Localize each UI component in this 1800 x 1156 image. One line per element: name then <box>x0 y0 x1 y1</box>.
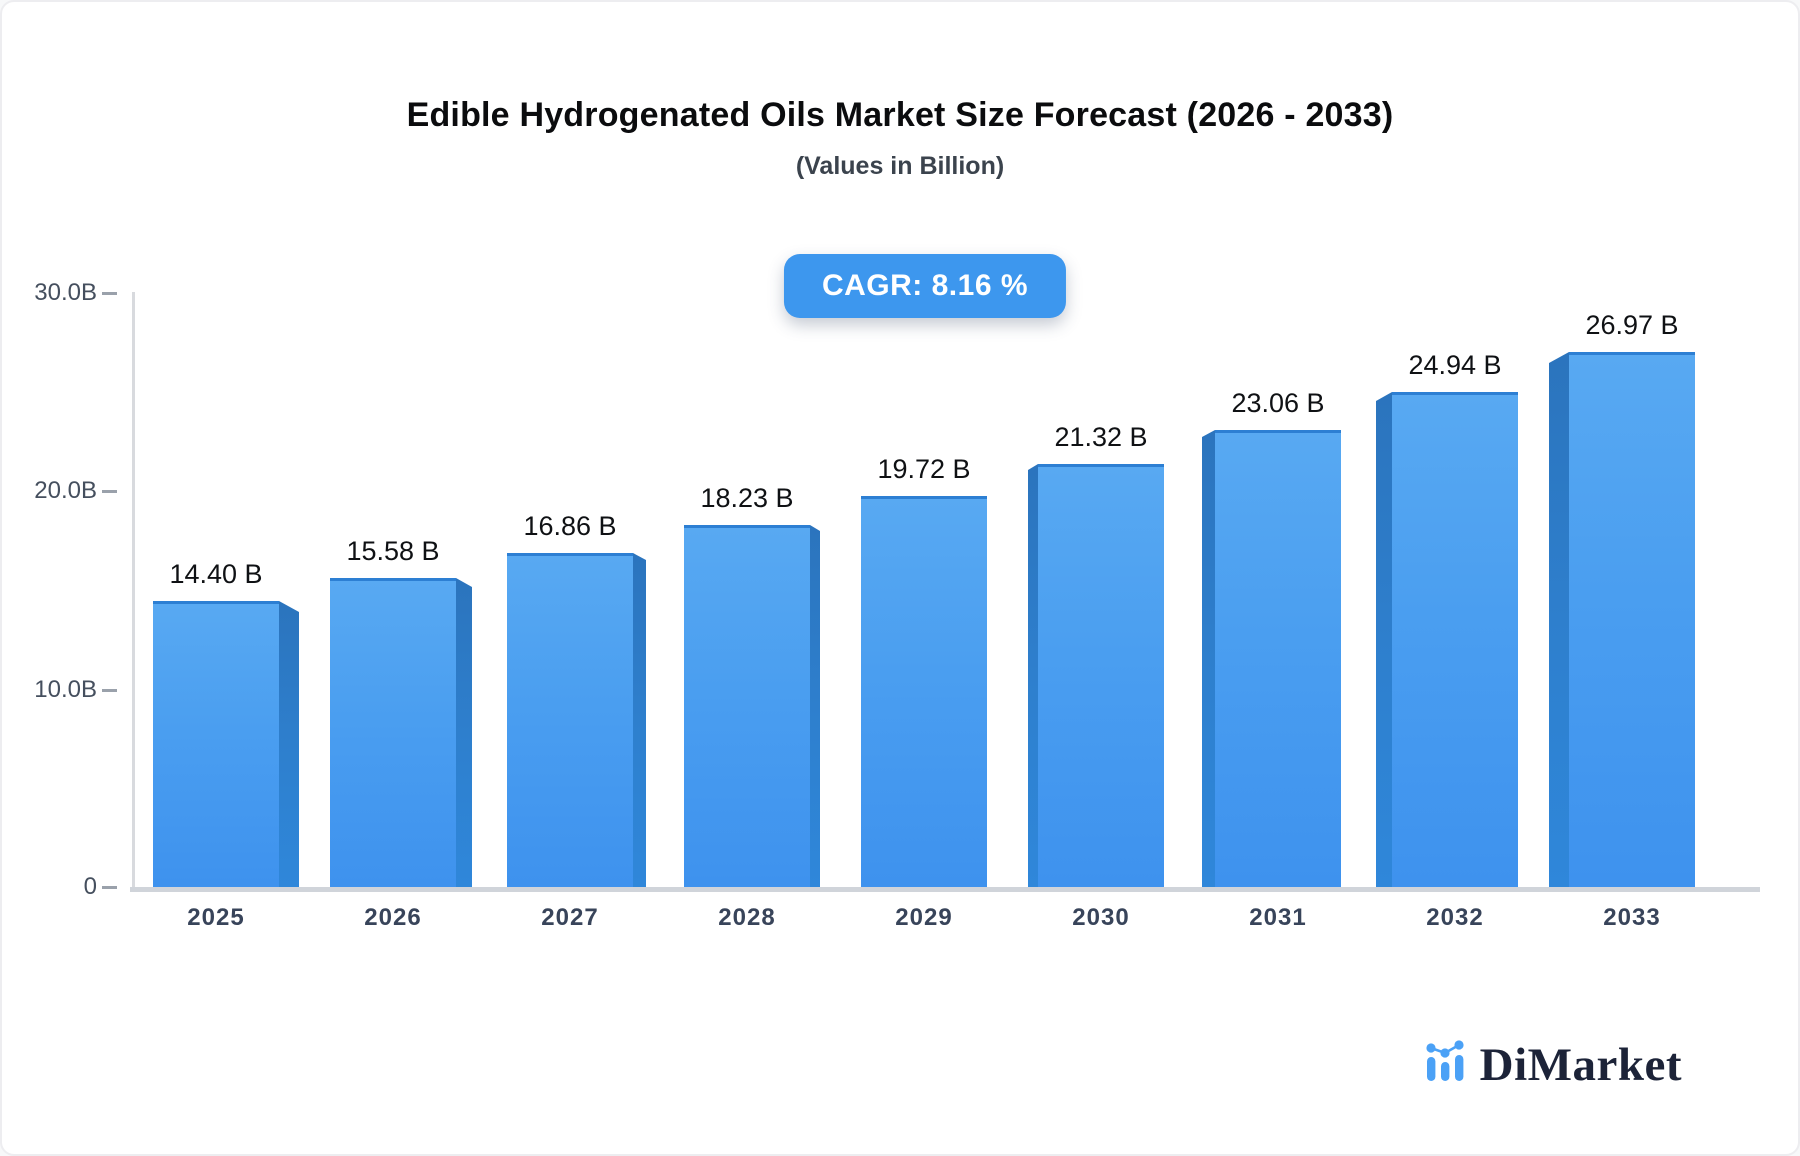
bar-value-label: 21.32 B <box>1054 422 1148 452</box>
bar-front-face <box>330 578 456 887</box>
bar-side-face <box>810 525 820 887</box>
bar-front-face <box>1569 352 1695 887</box>
bar-side-face <box>1028 464 1038 887</box>
y-tick-label: 0 <box>83 873 97 900</box>
chart-title: Edible Hydrogenated Oils Market Size For… <box>406 96 1394 134</box>
x-axis-label: 2026 <box>364 904 422 931</box>
x-axis-label: 2027 <box>541 904 599 931</box>
bar-side-face <box>1202 430 1215 887</box>
tick-dash <box>102 490 117 493</box>
brand-logo: DiMarket <box>1425 1038 1682 1091</box>
bar-side-face <box>456 578 472 887</box>
bar-value-label: 26.97 B <box>1585 310 1679 340</box>
x-axis-label: 2028 <box>718 904 776 931</box>
tick-dash <box>102 292 117 295</box>
bar-side-face <box>1376 392 1392 887</box>
bar-side-face <box>279 601 299 887</box>
tick-dash <box>102 886 117 889</box>
y-tick-label: 20.0B <box>34 477 97 504</box>
y-axis-line <box>132 292 135 892</box>
x-axis-label: 2032 <box>1426 904 1484 931</box>
y-tick-label: 10.0B <box>34 676 97 703</box>
bar-front-face <box>153 601 279 887</box>
cagr-badge: CAGR: 8.16 % <box>783 254 1067 318</box>
bar-front-face <box>1215 430 1341 887</box>
bar-value-label: 19.72 B <box>877 454 971 484</box>
bar-line-chart-icon <box>1425 1040 1467 1087</box>
x-axis-label: 2030 <box>1072 904 1130 931</box>
bar-side-face <box>633 553 646 887</box>
bar-front-face <box>861 496 987 887</box>
chart-subtitle: (Values in Billion) <box>795 152 1005 180</box>
x-axis-label: 2031 <box>1249 904 1307 931</box>
bar-value-label: 23.06 B <box>1231 388 1325 418</box>
brand-name: DiMarket <box>1479 1038 1682 1091</box>
bar-front-face <box>507 553 633 887</box>
bar-front-face <box>1392 392 1518 887</box>
bar-value-label: 18.23 B <box>700 483 794 513</box>
bar-value-label: 24.94 B <box>1408 350 1502 380</box>
bar-front-face <box>1038 464 1164 887</box>
bar-value-label: 16.86 B <box>523 511 617 541</box>
y-tick-label: 30.0B <box>34 279 97 306</box>
bar-front-face <box>684 525 810 887</box>
x-axis-line <box>130 887 1760 892</box>
x-axis-label: 2033 <box>1603 904 1661 931</box>
x-axis-label: 2029 <box>895 904 953 931</box>
bar-value-label: 15.58 B <box>346 536 440 566</box>
tick-dash <box>102 689 117 692</box>
x-axis-label: 2025 <box>187 904 245 931</box>
bar-value-label: 14.40 B <box>169 559 263 589</box>
bar-side-face <box>1549 352 1569 887</box>
